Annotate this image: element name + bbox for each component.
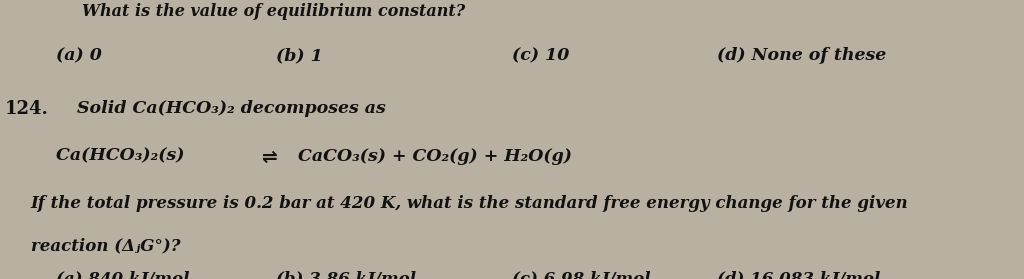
Text: (d) None of these: (d) None of these (717, 47, 886, 64)
Text: (b) 3.86 kJ/mol: (b) 3.86 kJ/mol (276, 271, 417, 279)
Text: If the total pressure is 0.2 bar at 420 K, what is the standard free energy chan: If the total pressure is 0.2 bar at 420 … (31, 195, 908, 212)
Text: (c) 10: (c) 10 (512, 47, 569, 64)
Text: Solid Ca(HCO₃)₂ decomposes as: Solid Ca(HCO₃)₂ decomposes as (77, 100, 386, 117)
Text: 124.: 124. (5, 100, 49, 119)
Text: (a) 840 kJ/mol: (a) 840 kJ/mol (56, 271, 189, 279)
Text: CaCO₃(s) + CO₂(g) + H₂O(g): CaCO₃(s) + CO₂(g) + H₂O(g) (292, 148, 571, 165)
Text: (c) 6.98 kJ/mol: (c) 6.98 kJ/mol (512, 271, 650, 279)
Text: reaction (ΔⱼG°)?: reaction (ΔⱼG°)? (31, 237, 180, 254)
Text: Ca(HCO₃)₂(s): Ca(HCO₃)₂(s) (56, 148, 190, 165)
Text: ⇌: ⇌ (261, 148, 276, 167)
Text: (d) 16.083 kJ/mol: (d) 16.083 kJ/mol (717, 271, 881, 279)
Text: (a) 0: (a) 0 (56, 47, 102, 64)
Text: What is the value of equilibrium constant?: What is the value of equilibrium constan… (82, 3, 465, 20)
Text: (b) 1: (b) 1 (276, 47, 324, 64)
